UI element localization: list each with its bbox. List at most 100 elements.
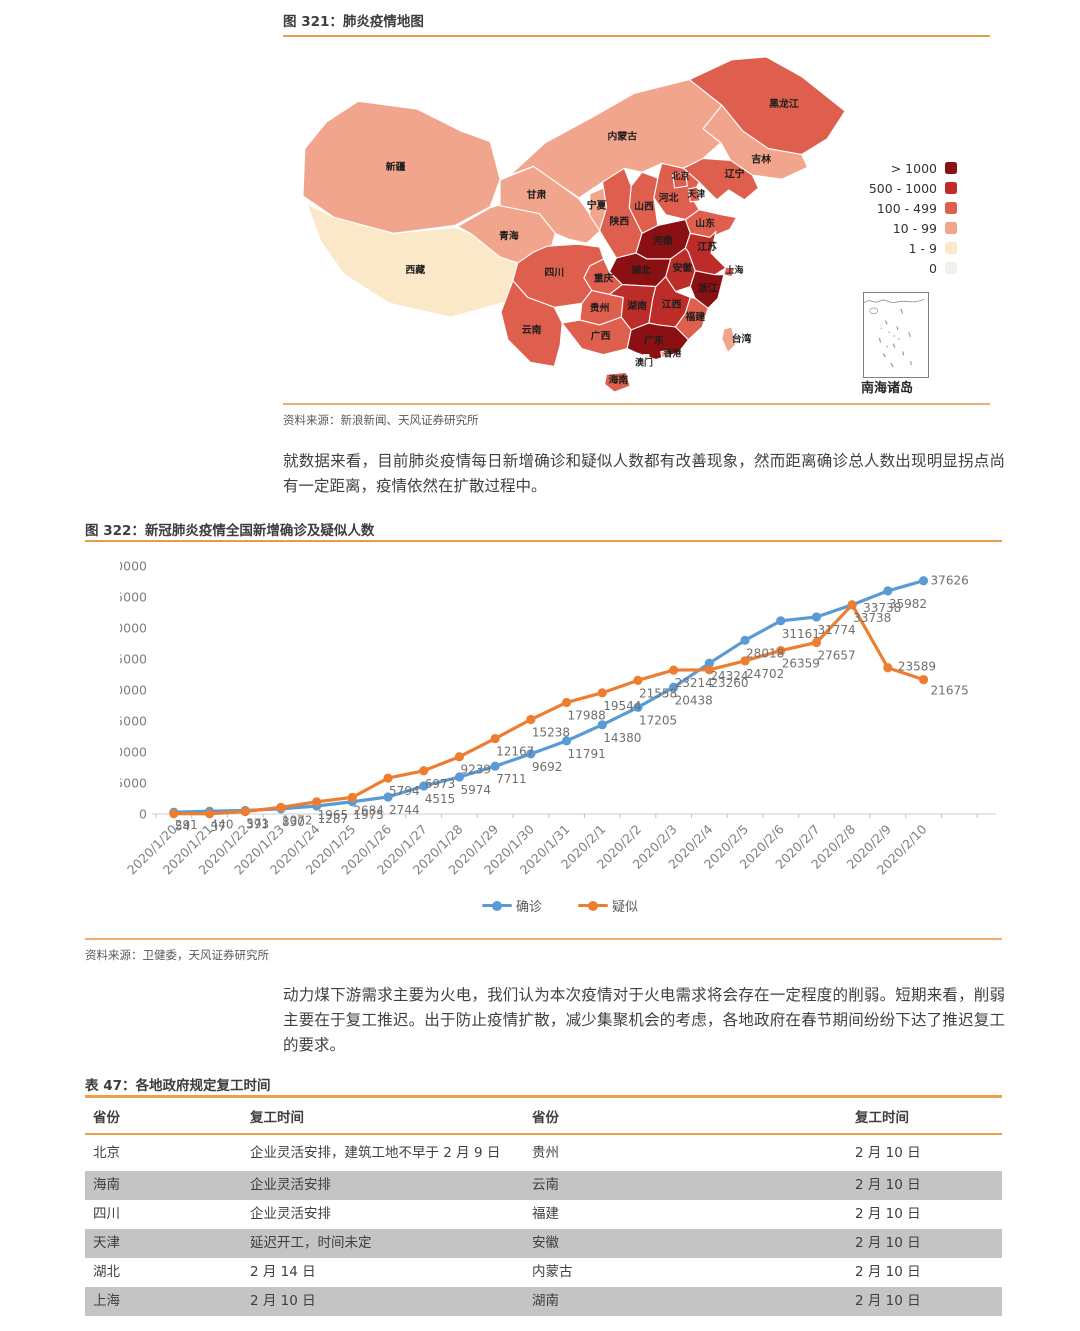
province-吉林: [702, 104, 809, 180]
data-point-疑似: [776, 645, 786, 656]
data-point-疑似: [526, 714, 536, 725]
chart-legend-marker: [578, 900, 608, 911]
y-axis-tick-label: 25000: [120, 652, 147, 667]
figure-321-source: 资料来源：新浪新闻、天风证券研究所: [283, 413, 479, 427]
province-label-四川: 四川: [544, 267, 564, 279]
map-legend-swatch: [945, 202, 957, 214]
province-label-青海: 青海: [499, 229, 519, 242]
data-label-疑似: 2684: [353, 803, 384, 817]
table-header-cell: 复工时间: [855, 1110, 909, 1126]
data-label-疑似: 23589: [898, 660, 936, 674]
province-label-甘肃: 甘肃: [527, 188, 547, 201]
data-label-确诊: 2744: [389, 803, 420, 817]
data-label-确诊: 291: [175, 818, 198, 832]
table-cell: 2 月 10 日: [855, 1177, 921, 1193]
map-legend-label: 1 - 9: [908, 240, 937, 256]
data-label-疑似: 19544: [603, 699, 641, 713]
province-label-江苏: 江苏: [697, 240, 717, 253]
province-label-湖南: 湖南: [627, 299, 647, 312]
data-point-确诊: [597, 720, 607, 730]
province-label-澳门: 澳门: [635, 356, 653, 368]
map-legend-label: 100 - 499: [876, 200, 937, 216]
y-axis-tick-label: 20000: [120, 683, 147, 698]
map-legend-item: 10 - 99: [845, 218, 957, 238]
chart-322-line-chart: 40000 35000 30000 25000 20000 15000 10000 5000 0…: [120, 559, 996, 877]
province-label-浙江: 浙江: [698, 282, 718, 295]
data-label-确诊: 24324: [710, 669, 748, 683]
table-cell: 天津: [93, 1235, 120, 1251]
table-cell: 企业灵活安排，建筑工地不早于 2 月 9 日: [250, 1145, 501, 1161]
data-point-确诊: [811, 612, 822, 622]
table-cell: 贵州: [532, 1144, 559, 1161]
data-label-疑似: 33738: [863, 601, 901, 615]
series-line-疑似: [172, 603, 926, 816]
map-legend: > 1000 500 - 1000 100 - 499 10 - 99 1 - 9 0: [845, 158, 957, 278]
data-point-确诊: [490, 761, 500, 771]
data-label-疑似: 23260: [710, 676, 748, 690]
map-legend-item: 500 - 1000: [845, 178, 957, 198]
data-point-疑似: [561, 697, 572, 708]
data-point-疑似: [454, 752, 465, 762]
data-label-疑似: 17988: [568, 708, 606, 722]
map-legend-swatch: [945, 162, 957, 174]
table-47: 省份 复工时间 省份 复工时间 北京 企业灵活安排，建筑工地不早于 2 月 9 日 贵州 2…: [85, 1095, 1002, 1316]
province-label-辽宁: 辽宁: [725, 167, 745, 180]
province-label-广西: 广西: [591, 329, 611, 342]
figure-322-source-rule: [85, 938, 1002, 940]
y-axis-tick-label: 10000: [120, 745, 147, 760]
south-china-sea-label: 南海诸岛: [861, 381, 914, 396]
table-cell: 延迟开工，时间未定: [250, 1235, 372, 1251]
south-china-sea-inset: [863, 292, 929, 378]
table-47-title: 表 47：各地政府规定复工时间: [85, 1078, 271, 1094]
table-cell: 2 月 10 日: [855, 1264, 921, 1280]
table-cell: 2 月 10 日: [855, 1144, 921, 1161]
data-point-疑似: [419, 766, 429, 776]
table-header-rule: [85, 1133, 1002, 1135]
data-label-确诊: 440: [211, 817, 234, 831]
province-label-贵州: 贵州: [590, 301, 610, 314]
province-label-江西: 江西: [662, 297, 682, 310]
province-label-安徽: 安徽: [673, 261, 693, 274]
data-label-疑似: 24702: [746, 667, 784, 681]
figure-321-source-rule: [283, 403, 990, 405]
map-legend-item: 1 - 9: [845, 238, 957, 258]
table-cell: 2 月 10 日: [855, 1206, 921, 1222]
data-label-疑似: 1072: [282, 813, 313, 827]
y-axis-tick-label: 40000: [120, 559, 147, 574]
y-axis-tick-label: 5000: [120, 776, 147, 791]
table-cell: 企业灵活安排: [250, 1177, 331, 1193]
data-point-疑似: [918, 675, 929, 685]
data-label-疑似: 37: [211, 820, 226, 834]
data-label-确诊: 1975: [353, 808, 384, 822]
province-上海: [723, 266, 736, 278]
province-北京: [672, 171, 688, 189]
y-axis-tick-label: 0: [139, 807, 147, 822]
data-point-确诊: [526, 749, 536, 759]
chart-legend-label: 确诊: [515, 900, 542, 915]
province-label-黑龙江: 黑龙江: [769, 97, 799, 110]
data-point-确诊: [918, 576, 929, 586]
chart-legend-item-确诊: 确诊: [481, 896, 542, 915]
table-cell: 企业灵活安排: [250, 1206, 331, 1222]
province-label-香港: 香港: [663, 348, 682, 360]
table-row: 四川 企业灵活安排 福建 2 月 10 日: [85, 1200, 1002, 1229]
y-axis-tick-label: 35000: [120, 590, 147, 605]
table-cell: 湖北: [93, 1264, 120, 1280]
table-header-cell: 省份: [93, 1110, 120, 1126]
province-浙江: [689, 270, 725, 309]
map-legend-swatch: [945, 222, 957, 234]
data-point-疑似: [740, 656, 750, 666]
data-point-确诊: [561, 736, 572, 746]
data-label-确诊: 17205: [639, 713, 677, 727]
province-label-宁夏: 宁夏: [587, 199, 607, 212]
province-广东: [626, 322, 689, 361]
table-cell: 北京: [93, 1144, 120, 1161]
map-legend-item: 0: [845, 258, 957, 278]
province-香港: [660, 350, 670, 359]
figure-322-title: 图 322：新冠肺炎疫情全国新增确诊及疑似人数: [85, 523, 375, 539]
province-台湾: [721, 326, 737, 354]
data-point-确诊: [704, 658, 714, 668]
paragraph-epidemic-trend: 就数据来看，目前肺炎疫情每日新增确诊和疑似人数都有改善现象，然而距离确诊总人数出…: [283, 452, 1005, 495]
table-row: 北京 企业灵活安排，建筑工地不早于 2 月 9 日 贵州 2 月 10 日: [85, 1135, 1002, 1171]
data-label-确诊: 11791: [568, 747, 606, 761]
